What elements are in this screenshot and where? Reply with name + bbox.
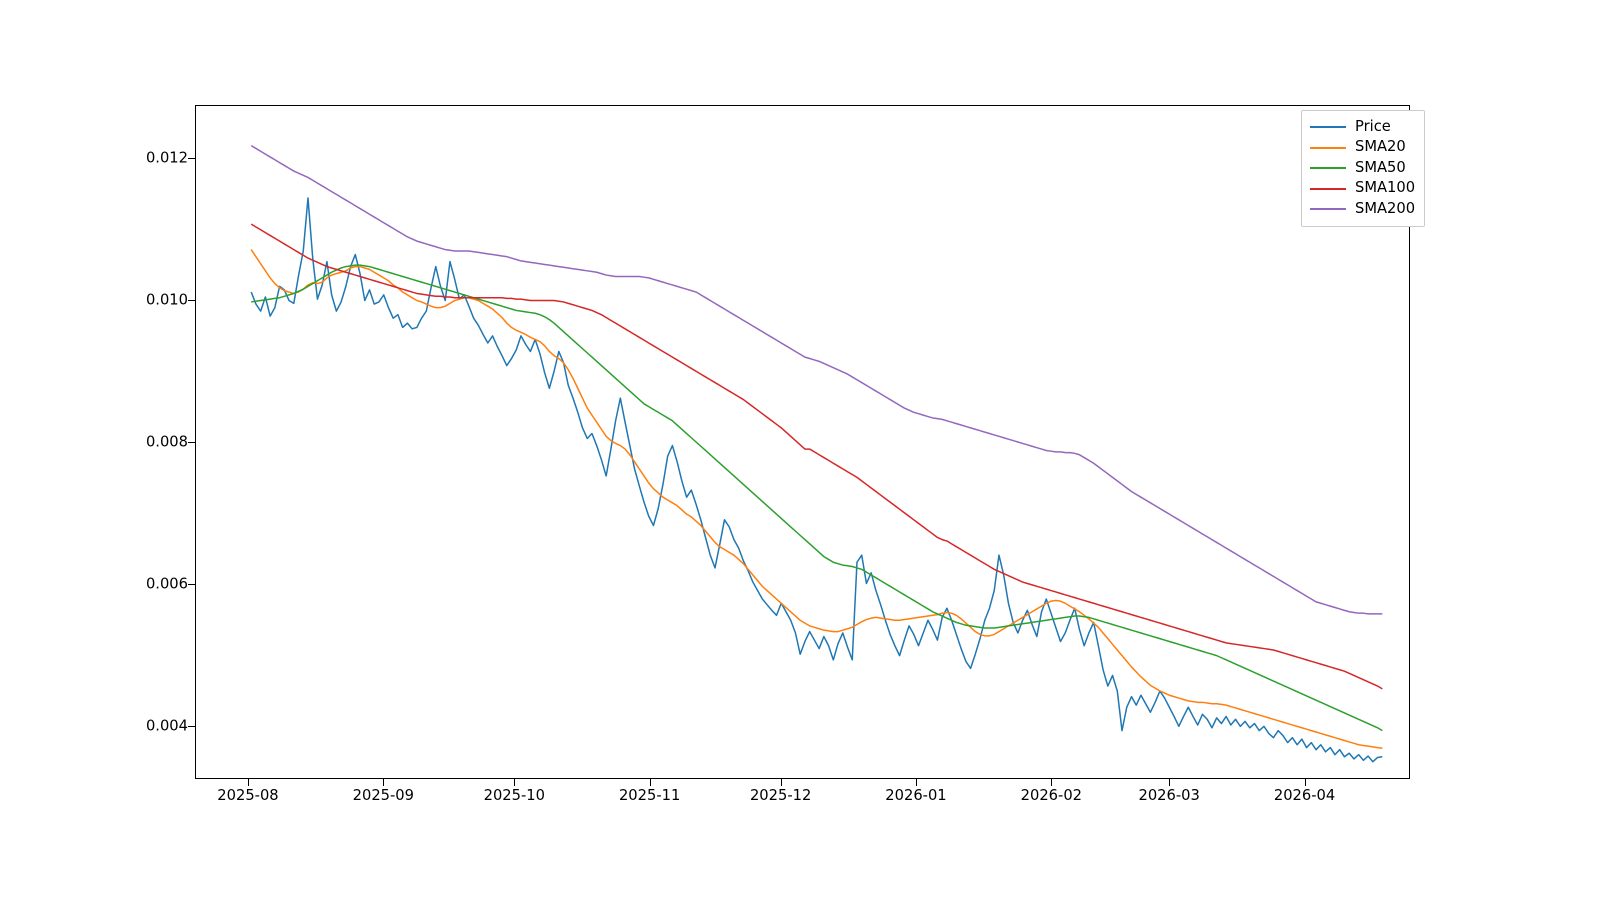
legend-item-sma50[interactable]: SMA50: [1310, 158, 1415, 179]
x-tick-mark: [247, 779, 249, 786]
x-tick-label: 2026-04: [1273, 787, 1336, 804]
y-tick-mark: [188, 442, 195, 443]
y-tick-label: 0.006: [145, 575, 188, 593]
chart-legend[interactable]: Price SMA20 SMA50 SMA100 SMA200: [1301, 110, 1426, 227]
legend-item-sma100[interactable]: SMA100: [1310, 179, 1415, 200]
legend-color-swatch: [1310, 187, 1346, 190]
x-tick-mark: [1169, 779, 1171, 786]
x-tick-label: 2025-08: [217, 787, 279, 804]
legend-label: SMA100: [1355, 179, 1416, 197]
x-tick-mark: [1051, 779, 1053, 786]
legend-color-swatch: [1310, 167, 1346, 170]
series-line-sma100: [251, 224, 1382, 689]
y-tick-label: 0.010: [145, 291, 188, 309]
x-tick-mark: [649, 779, 651, 786]
legend-item-sma200[interactable]: SMA200: [1310, 199, 1415, 220]
y-tick-mark: [188, 583, 195, 585]
legend-color-swatch: [1310, 146, 1346, 149]
x-tick-mark: [915, 779, 917, 786]
legend-color-swatch: [1310, 126, 1346, 129]
y-tick-label: 0.004: [145, 717, 188, 735]
y-tick-mark: [188, 300, 195, 302]
y-tick-label: 0.008: [145, 433, 188, 451]
x-tick-mark: [780, 779, 782, 786]
series-line-sma50: [251, 265, 1382, 730]
x-tick-label: 2026-01: [885, 787, 947, 804]
legend-label: SMA200: [1355, 199, 1416, 217]
plot-area: [195, 105, 1410, 779]
x-tick-mark: [514, 779, 516, 786]
series-line-sma200: [251, 146, 1382, 614]
x-tick-label: 2025-10: [483, 787, 545, 804]
legend-label: SMA50: [1355, 158, 1406, 176]
x-tick-label: 2026-03: [1138, 787, 1200, 804]
x-tick-label: 2025-12: [749, 787, 812, 804]
x-tick-label: 2025-09: [352, 787, 414, 804]
chart-lines: [196, 106, 1409, 778]
legend-color-swatch: [1310, 208, 1346, 211]
legend-label: Price: [1355, 117, 1391, 135]
x-tick-label: 2026-02: [1020, 787, 1083, 804]
y-tick-label: 0.012: [145, 149, 188, 167]
legend-item-sma20[interactable]: SMA20: [1310, 138, 1415, 159]
series-line-sma20: [251, 250, 1382, 749]
y-tick-mark: [188, 725, 195, 727]
legend-item-price[interactable]: Price: [1310, 117, 1415, 138]
x-tick-label: 2025-11: [618, 787, 681, 804]
x-tick-mark: [1304, 779, 1306, 786]
y-tick-mark: [188, 158, 195, 160]
x-tick-mark: [383, 779, 385, 786]
series-line-price: [251, 198, 1382, 762]
legend-label: SMA20: [1355, 138, 1406, 156]
